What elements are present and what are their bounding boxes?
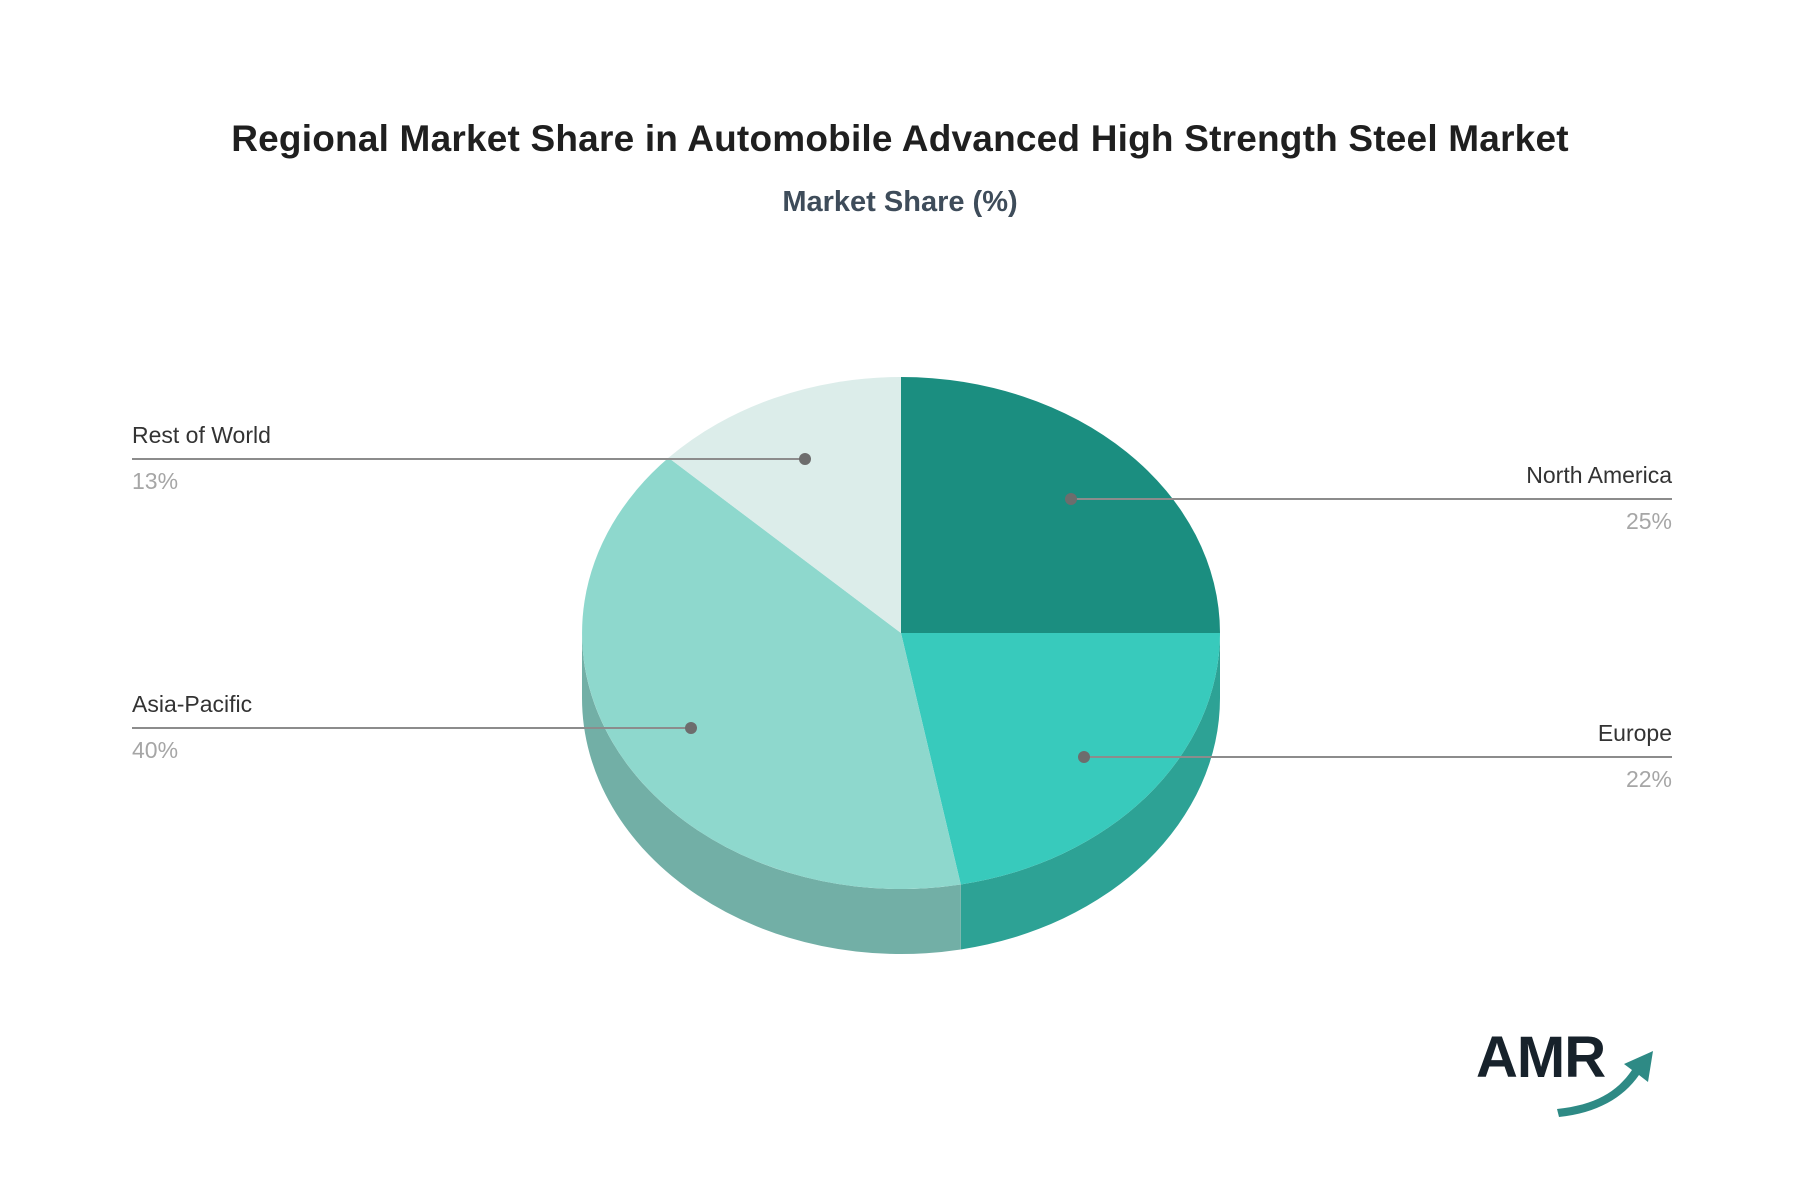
leader-dot [1065, 493, 1077, 505]
pie-slice-side-europe [960, 633, 1220, 950]
slice-value: 25% [1625, 508, 1672, 534]
pie-slice-europe[interactable] [901, 633, 1220, 885]
slice-value: 13% [132, 468, 179, 494]
chart-title: Regional Market Share in Automobile Adva… [231, 118, 1569, 159]
callout-europe: Europe 22% [1078, 720, 1672, 793]
amr-logo: AMR [1476, 1028, 1676, 1128]
leader-dot [799, 453, 811, 465]
pie-slice-north-america[interactable] [901, 377, 1220, 633]
leader-dot [685, 722, 697, 734]
pie-slice-asia-pacific[interactable] [582, 457, 961, 890]
callout-rest-of-world: Rest of World 13% [132, 422, 811, 495]
slice-value: 40% [132, 737, 179, 763]
chart-subtitle: Market Share (%) [782, 186, 1018, 218]
pie-slice-rest-of-world[interactable] [668, 377, 902, 633]
slice-label: Rest of World [132, 422, 805, 460]
callout-asia-pacific: Asia-Pacific 40% [132, 691, 697, 764]
amr-logo-text: AMR [1476, 1025, 1606, 1090]
growth-arrow-icon [1557, 1051, 1653, 1117]
slice-value: 22% [1625, 766, 1672, 792]
leader-dot [1078, 751, 1090, 763]
slice-label: Europe [1084, 720, 1672, 758]
pie-slice-side-asia-pacific [581, 633, 961, 955]
callout-north-america: North America 25% [1065, 462, 1672, 535]
slice-label: North America [1071, 462, 1672, 500]
slice-label: Asia-Pacific [132, 691, 691, 729]
